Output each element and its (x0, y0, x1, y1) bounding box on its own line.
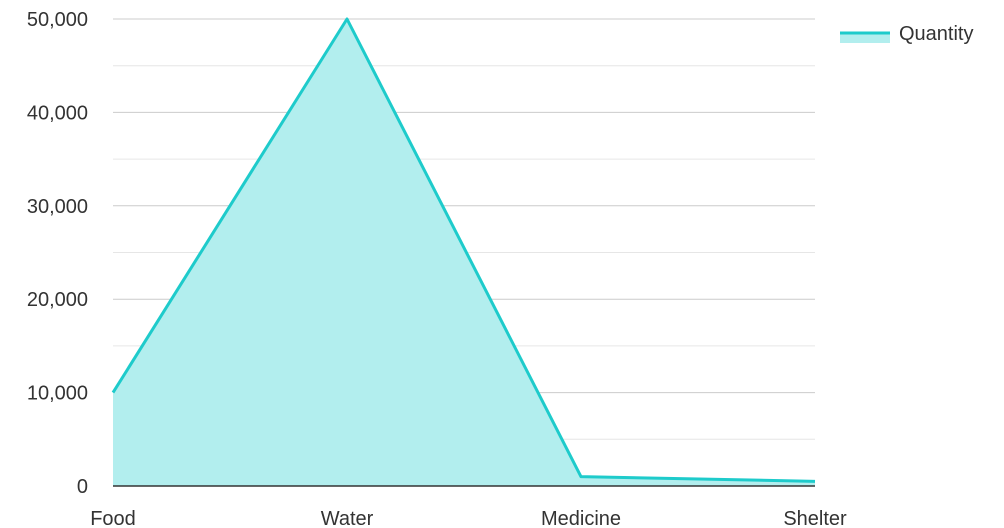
x-tick-label: Food (90, 508, 136, 528)
legend-label-quantity: Quantity (899, 23, 973, 45)
quantity-area-fill (113, 19, 815, 486)
legend-swatch-fill (840, 33, 890, 43)
quantity-series-line (111, 17, 816, 483)
x-tick-label: Medicine (541, 508, 621, 528)
y-tick-label: 20,000 (27, 289, 88, 311)
y-tick-label: 0 (77, 476, 88, 498)
y-axis-tick-labels: 0 10,000 20,000 30,000 40,000 50,000 (27, 9, 88, 498)
x-tick-label: Shelter (783, 508, 847, 528)
y-tick-label: 30,000 (27, 196, 88, 218)
legend: Quantity (840, 23, 973, 45)
y-tick-label: 50,000 (27, 9, 88, 31)
y-tick-label: 10,000 (27, 383, 88, 405)
y-tick-label: 40,000 (27, 102, 88, 124)
x-tick-label: Water (321, 508, 374, 528)
x-axis-tick-labels: Food Water Medicine Shelter (90, 508, 847, 528)
